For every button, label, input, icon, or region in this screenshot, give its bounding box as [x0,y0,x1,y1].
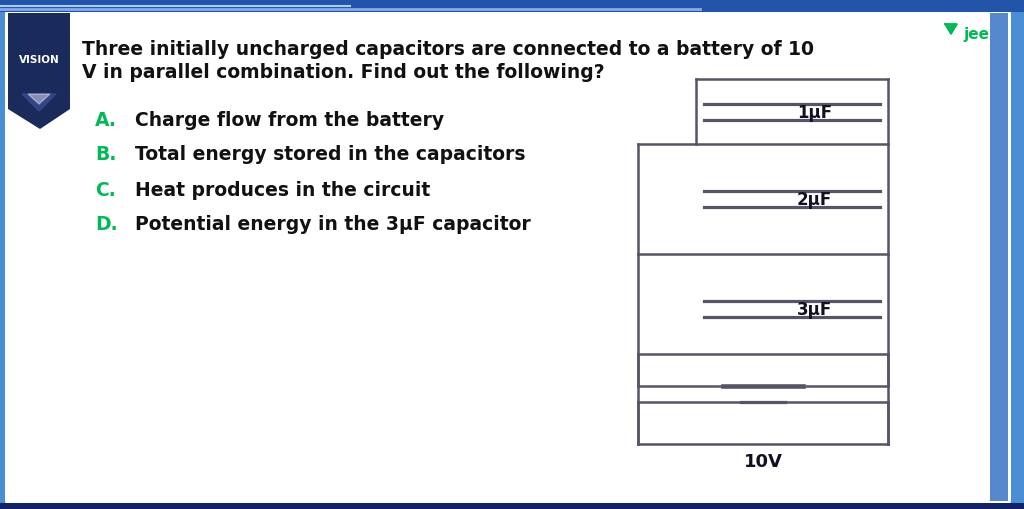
Text: 1μF: 1μF [797,103,833,121]
FancyBboxPatch shape [5,11,1011,504]
Text: VISION: VISION [18,55,59,65]
Text: V in parallel combination. Find out the following?: V in parallel combination. Find out the … [82,63,604,82]
Text: Heat produces in the circuit: Heat produces in the circuit [135,180,430,199]
Text: Three initially uncharged capacitors are connected to a battery of 10: Three initially uncharged capacitors are… [82,40,814,59]
Text: D.: D. [95,215,118,234]
Text: A.: A. [95,110,117,129]
Text: 2μF: 2μF [797,191,833,209]
FancyBboxPatch shape [0,0,1024,13]
FancyBboxPatch shape [990,14,1008,501]
Polygon shape [28,95,50,105]
Text: Potential energy in the 3μF capacitor: Potential energy in the 3μF capacitor [135,215,530,234]
Text: 10V: 10V [743,452,782,470]
Text: 3μF: 3μF [797,300,833,318]
Text: B.: B. [95,145,117,164]
Text: jee: jee [963,27,989,42]
Polygon shape [8,14,70,130]
Text: Charge flow from the battery: Charge flow from the battery [135,110,444,129]
Polygon shape [945,25,957,35]
Polygon shape [22,95,56,112]
Text: C.: C. [95,180,116,199]
Text: Total energy stored in the capacitors: Total energy stored in the capacitors [135,145,525,164]
FancyBboxPatch shape [0,503,1024,509]
